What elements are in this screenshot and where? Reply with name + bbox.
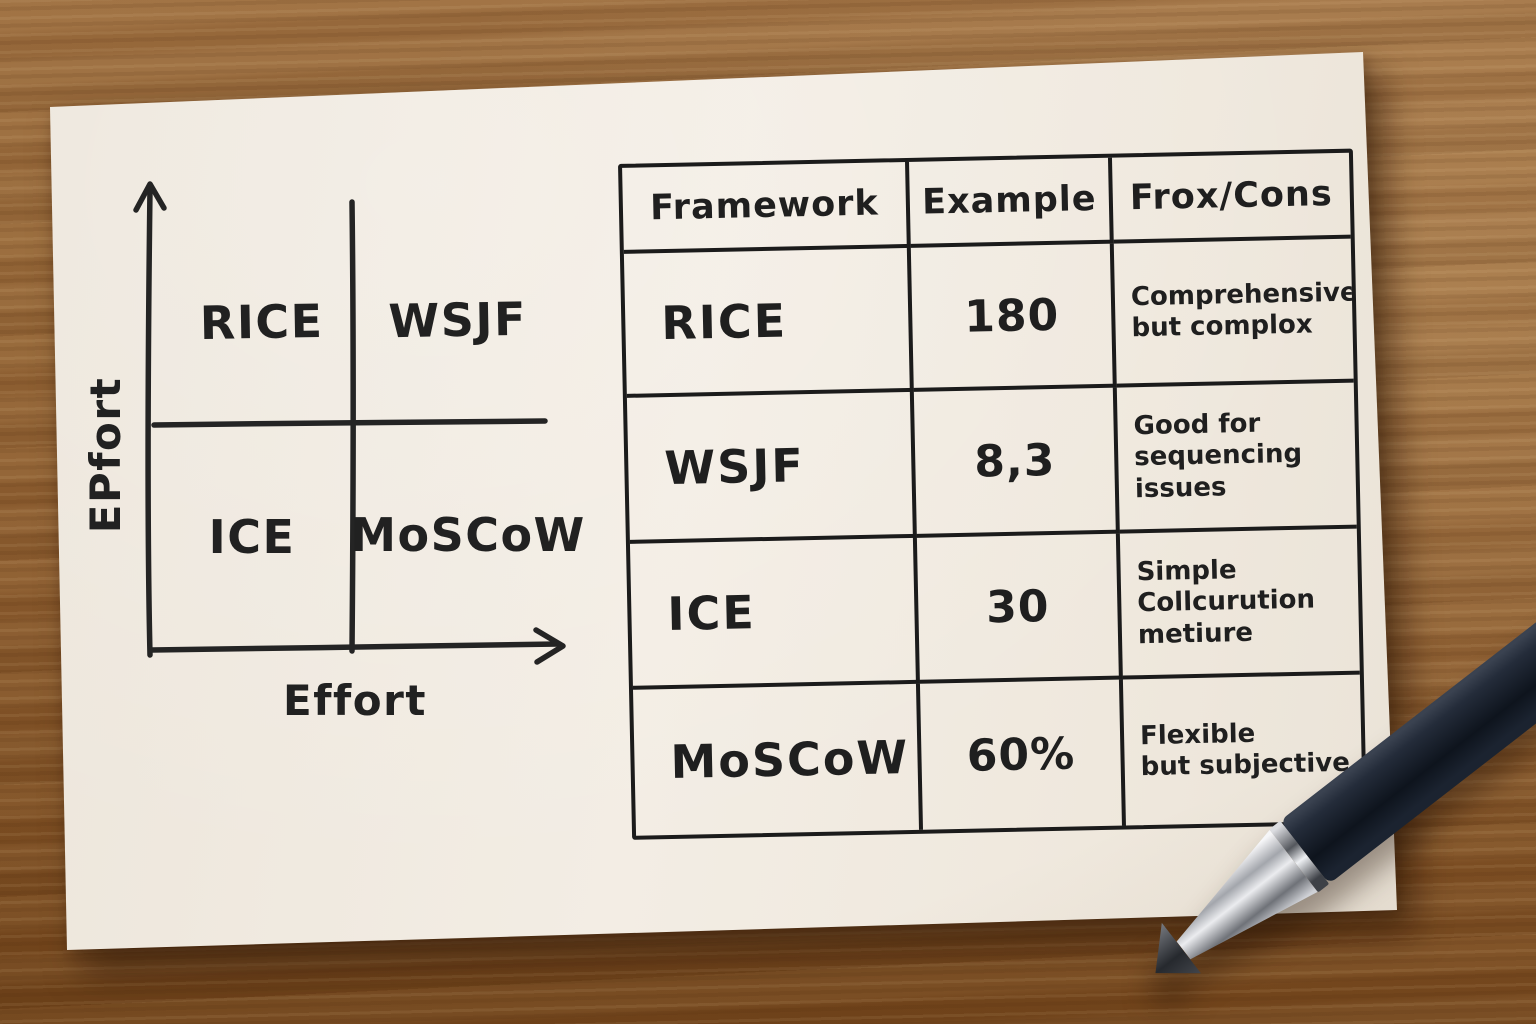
column-header-framework: Framework	[622, 161, 911, 254]
notes-cell: Flexible but subjective	[1139, 718, 1351, 783]
example-cell: 30	[916, 533, 1123, 684]
example-cell: 60%	[919, 679, 1126, 830]
vertical-divider-line	[349, 199, 356, 654]
notes-cell: Simple Collcurution metiure	[1119, 528, 1360, 680]
framework-cell: WSJF	[626, 391, 917, 544]
column-header-example: Example	[909, 157, 1114, 248]
quadrant-label-bottom-right: MoSCoW	[350, 508, 586, 562]
x-axis-arrowhead-icon	[533, 627, 566, 665]
y-axis-line	[145, 185, 153, 658]
y-axis-arrowhead-icon	[133, 181, 167, 213]
x-axis-label: Effort	[283, 676, 427, 725]
framework-cell: RICE	[623, 247, 914, 398]
column-header-pros-cons: Frox/Cons	[1111, 152, 1351, 244]
quadrant-label-bottom-left: ICE	[209, 510, 296, 564]
quadrant-label-top-left: RICE	[199, 294, 324, 350]
effort-quadrant-diagram: RICE WSJF ICE MoSCoW Effort EPfort	[81, 181, 586, 725]
framework-comparison-table: Framework Example Frox/Cons RICE 180 Com…	[618, 148, 1367, 840]
y-axis-label: EPfort	[81, 377, 130, 533]
framework-cell: MoSCoW	[633, 683, 924, 836]
quadrant-label-top-right: WSJF	[388, 292, 527, 348]
notes-cell: Good for sequencing issues	[1116, 382, 1357, 534]
example-cell: 180	[910, 243, 1117, 392]
horizontal-divider-line	[151, 418, 548, 428]
x-axis-line	[149, 641, 561, 653]
example-cell: 8,3	[913, 387, 1120, 538]
notes-cell: Comprehensive but complox	[1113, 238, 1354, 388]
framework-cell: ICE	[629, 537, 920, 690]
